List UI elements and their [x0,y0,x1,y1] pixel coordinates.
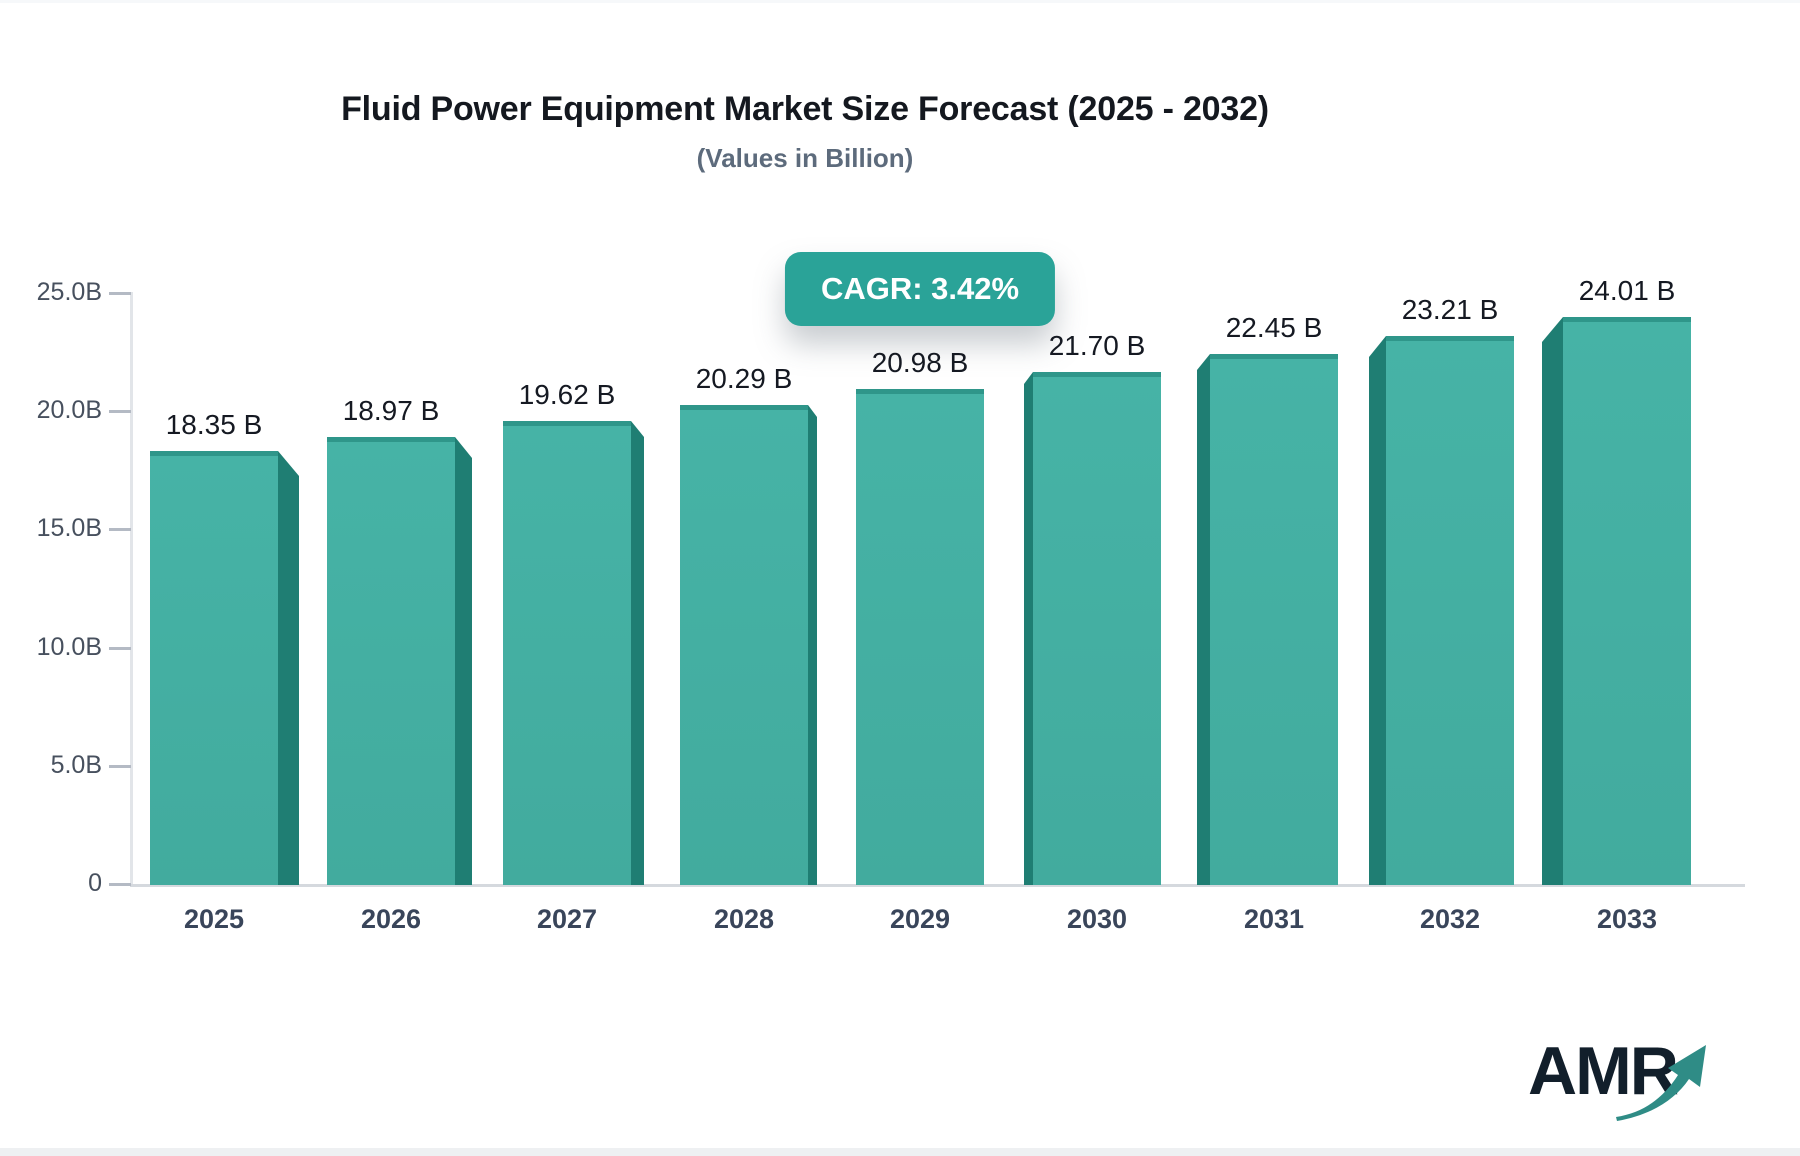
y-axis-tick-mark [109,646,131,650]
bar-value-label: 21.70 B [1048,330,1146,361]
x-axis-tick-label: 2031 [1243,904,1305,934]
bar-3d-side [1369,336,1386,885]
y-axis-tick-label: 25.0B [36,278,102,306]
bar-3d-side [278,451,299,885]
y-axis-tick-mark [109,292,131,295]
bar-value-label: 22.45 B [1225,312,1323,343]
bar-value-label: 20.98 B [871,347,969,378]
x-axis-tick-label: 2028 [713,904,775,934]
y-axis-tick-label: 0 [88,869,102,897]
bar-3d-side [1024,372,1033,885]
bottom-edge-divider [0,1148,1800,1156]
y-axis-tick-label: 10.0B [36,632,102,661]
bar-value-label: 19.62 B [518,379,616,410]
bar-2030 [1033,372,1161,885]
bar-2026 [327,437,455,885]
y-axis-tick-label: 15.0B [36,514,102,543]
bar-value-label: 20.29 B [695,363,793,394]
x-axis-line [130,884,1745,887]
x-axis-tick-label: 2025 [183,904,245,934]
y-axis-tick-label: 20.0B [36,396,102,425]
bar-2033 [1563,317,1691,885]
y-axis-tick-mark [109,883,131,886]
amr-logo: AMR [1528,1032,1728,1132]
y-axis-tick-mark [109,764,131,768]
bar-3d-side [1197,354,1210,885]
bar-3d-side [1542,317,1563,885]
y-axis-tick-label: 5.0B [50,750,102,779]
bar-3d-side [631,421,644,885]
y-axis-tick-mark [109,528,131,532]
bar-2029 [856,389,984,885]
bar-value-label: 23.21 B [1401,294,1499,325]
bar-value-label: 18.35 B [165,409,263,440]
chart-subtitle: (Values in Billion) [696,143,914,173]
x-axis-tick-label: 2029 [889,904,951,934]
growth-arrow-icon [1616,1045,1706,1121]
x-axis-tick-label: 2032 [1419,904,1481,934]
bar-value-label: 24.01 B [1578,275,1676,306]
bar-2028 [680,405,808,885]
bar-value-label: 18.97 B [342,395,440,426]
x-axis-tick-label: 2030 [1066,904,1128,934]
chart-header: Fluid Power Equipment Market Size Foreca… [0,90,1610,174]
bar-3d-side [455,437,472,885]
y-axis-tick-mark [109,410,131,414]
logo-text: AMR [1528,1033,1679,1109]
y-axis-line [130,292,133,884]
bar-3d-side [808,405,817,885]
x-axis-tick-label: 2027 [536,904,598,934]
top-edge-divider [0,0,1800,3]
bar-2032 [1386,336,1514,885]
x-axis-tick-label: 2026 [360,904,422,934]
bar-2027 [503,421,631,885]
page-title: Fluid Power Equipment Market Size Foreca… [341,90,1269,128]
bar-2031 [1210,354,1338,885]
bar-2025 [150,451,278,885]
x-axis-tick-label: 2033 [1596,904,1658,934]
cagr-badge: CAGR: 3.42% [784,252,1056,326]
